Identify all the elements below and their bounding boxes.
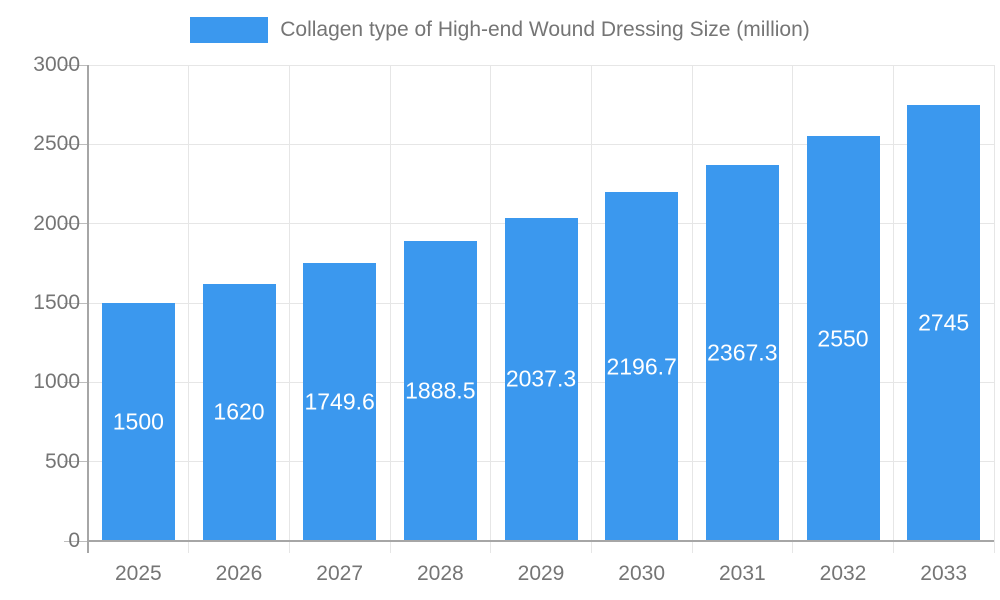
x-gridline [490, 65, 492, 553]
bar-2031: 2367.3 [705, 165, 779, 541]
bar-value-label: 2037.3 [505, 365, 577, 392]
y-axis-line [87, 65, 89, 553]
y-axis-tick-label: 1000 [33, 370, 80, 394]
legend-label: Collagen type of High-end Wound Dressing… [280, 18, 810, 41]
bar-2028: 1888.5 [403, 241, 477, 541]
x-axis-tick-label: 2029 [517, 562, 565, 585]
x-gridline [792, 65, 794, 553]
y-tick [64, 302, 88, 304]
bar-2029: 2037.3 [504, 217, 578, 541]
y-tick [64, 540, 88, 542]
x-gridline [993, 65, 995, 553]
bar-value-label: 2367.3 [707, 339, 778, 366]
legend: Collagen type of High-end Wound Dressing… [0, 17, 1000, 43]
y-tick [64, 64, 88, 66]
y-gridline [88, 64, 994, 66]
y-axis-tick-label: 2000 [33, 211, 80, 235]
y-tick [64, 381, 88, 383]
bar-value-label: 2550 [817, 325, 869, 352]
x-axis-tick-label: 2028 [416, 562, 464, 585]
bar-2025: 1500 [101, 303, 175, 541]
x-gridline [892, 65, 894, 553]
x-axis-tick-label: 2026 [215, 562, 263, 585]
y-axis-tick-label: 1500 [33, 291, 80, 314]
y-axis-tick-label: 3000 [33, 53, 80, 76]
x-axis-tick-label: 2031 [718, 562, 766, 585]
legend-swatch [190, 17, 269, 43]
bar-value-label: 2745 [918, 309, 970, 336]
y-axis-tick-label: 0 [68, 529, 80, 552]
x-axis-tick-label: 2027 [316, 562, 364, 585]
x-gridline [188, 65, 190, 553]
y-tick [64, 461, 88, 463]
y-axis-tick-label: 500 [44, 449, 80, 473]
y-axis-tick-label: 2500 [33, 132, 80, 156]
x-gridline [389, 65, 391, 553]
bar-2033: 2745 [907, 105, 981, 541]
bar-value-label: 1620 [213, 398, 265, 425]
y-tick [64, 223, 88, 225]
y-gridline [88, 143, 994, 145]
x-axis-line [88, 540, 994, 542]
x-gridline [691, 65, 693, 553]
bar-2026: 1620 [202, 283, 276, 541]
x-gridline [590, 65, 592, 553]
bar-value-label: 1888.5 [405, 377, 476, 404]
bar-2030: 2196.7 [605, 192, 679, 541]
x-axis-tick-label: 2025 [114, 562, 162, 585]
bar-2027: 1749.6 [303, 263, 377, 541]
bar-value-label: 1500 [112, 408, 164, 435]
bar-value-label: 1749.6 [304, 388, 375, 415]
y-tick [64, 143, 88, 145]
x-axis-tick-label: 2033 [920, 562, 968, 585]
x-axis-tick-label: 2032 [819, 562, 867, 585]
x-gridline [288, 65, 290, 553]
bar-2032: 2550 [806, 136, 880, 541]
x-axis-tick-label: 2030 [618, 562, 666, 585]
bar-value-label: 2196.7 [606, 353, 677, 380]
